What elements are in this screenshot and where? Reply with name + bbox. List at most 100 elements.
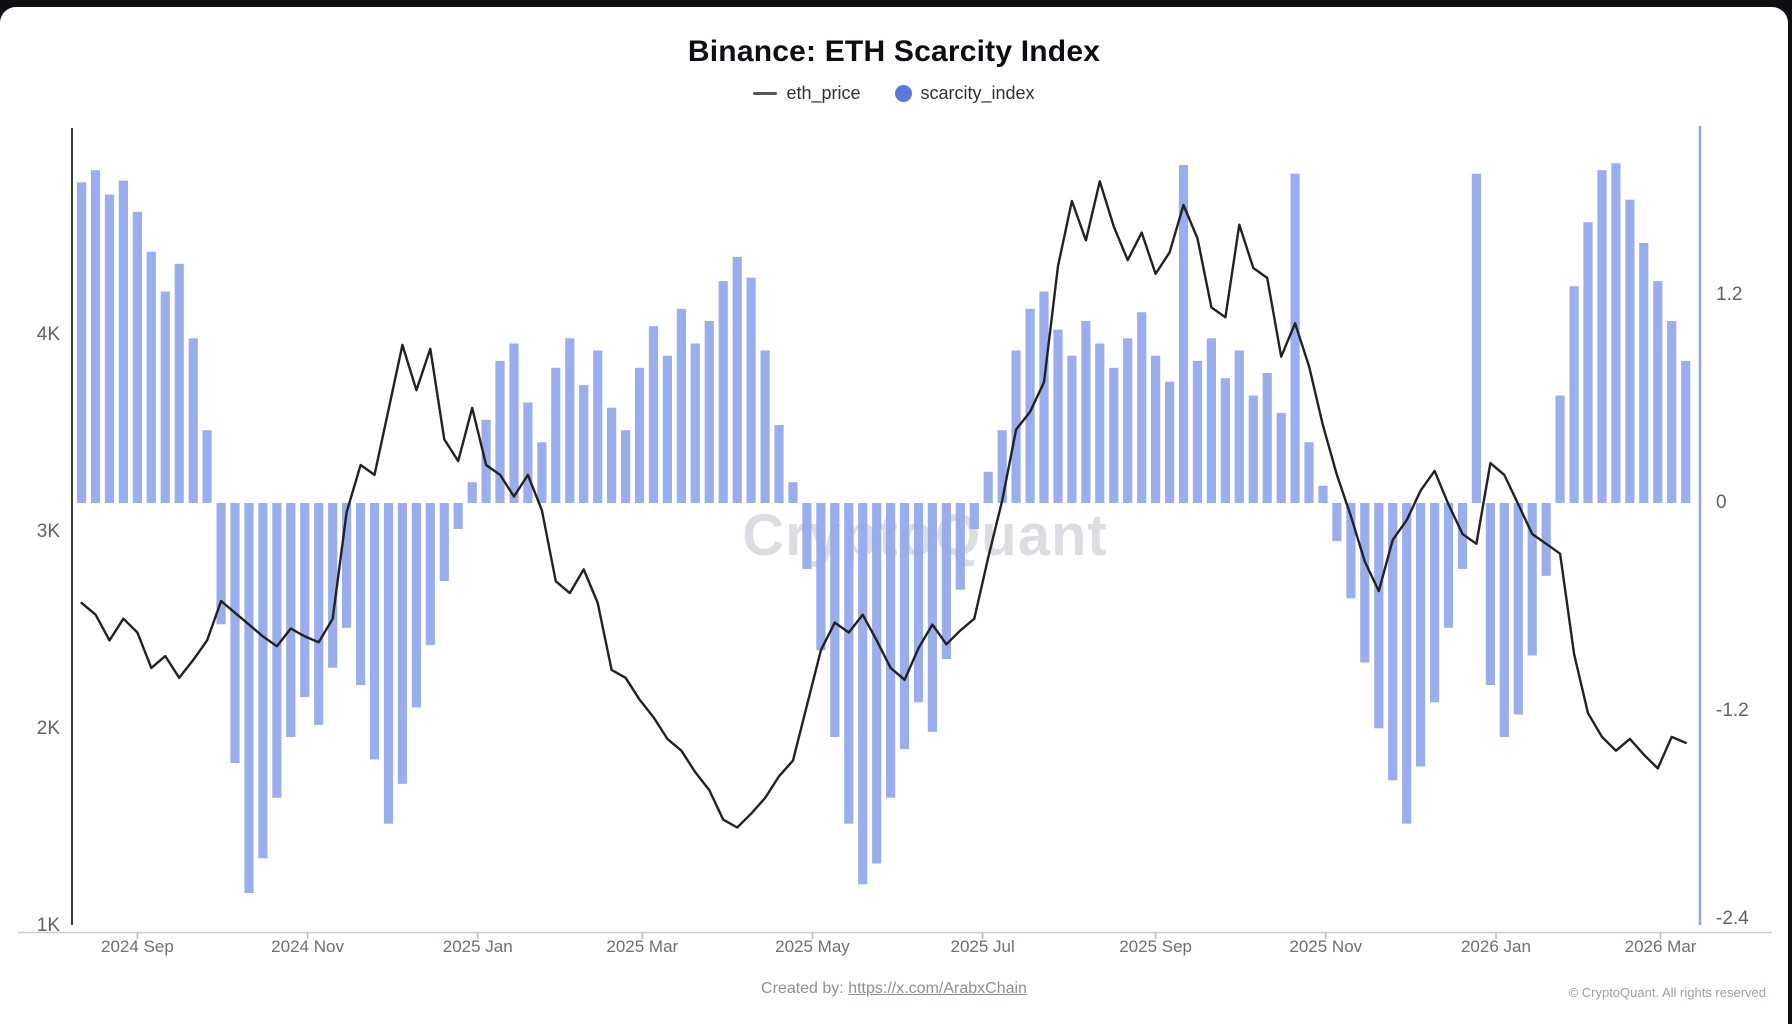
scarcity-bar[interactable] (593, 350, 603, 504)
scarcity-bar[interactable] (188, 338, 198, 503)
scarcity-bar[interactable] (1583, 222, 1593, 503)
scarcity-bar[interactable] (1220, 378, 1230, 503)
scarcity-bar[interactable] (1388, 503, 1398, 781)
scarcity-bar[interactable] (244, 503, 254, 893)
scarcity-bar[interactable] (286, 503, 296, 737)
scarcity-bar[interactable] (1625, 199, 1635, 503)
scarcity-bar[interactable] (1011, 350, 1021, 504)
scarcity-bar[interactable] (1360, 503, 1370, 663)
scarcity-bar[interactable] (941, 503, 951, 659)
scarcity-bar[interactable] (216, 503, 226, 625)
scarcity-bar[interactable] (913, 503, 924, 703)
scarcity-bar[interactable] (1681, 360, 1691, 503)
scarcity-bar[interactable] (467, 482, 477, 503)
scarcity-bar[interactable] (383, 503, 394, 824)
scarcity-bar[interactable] (816, 503, 826, 651)
scarcity-bar[interactable] (1374, 503, 1384, 729)
scarcity-bar[interactable] (1290, 173, 1300, 503)
legend-item-scarcity-index[interactable]: scarcity_index (894, 83, 1035, 104)
scarcity-bar[interactable] (1457, 503, 1468, 569)
scarcity-bar[interactable] (844, 503, 854, 824)
scarcity-bar[interactable] (1499, 503, 1509, 737)
scarcity-bar[interactable] (802, 503, 812, 569)
scarcity-bar[interactable] (258, 503, 268, 859)
scarcity-bar[interactable] (662, 355, 672, 503)
scarcity-bar[interactable] (1192, 360, 1203, 503)
scarcity-bar[interactable] (1513, 503, 1523, 715)
scarcity-bar[interactable] (1402, 503, 1412, 824)
scarcity-bar[interactable] (174, 263, 184, 503)
scarcity-bar[interactable] (1527, 503, 1537, 656)
scarcity-bar[interactable] (774, 425, 784, 503)
scarcity-bar[interactable] (927, 503, 937, 732)
scarcity-bar[interactable] (1276, 412, 1286, 503)
scarcity-bar[interactable] (788, 482, 798, 503)
scarcity-bar[interactable] (690, 343, 700, 504)
scarcity-bar[interactable] (899, 503, 910, 750)
scarcity-bar[interactable] (830, 503, 840, 737)
scarcity-bar[interactable] (1639, 243, 1649, 503)
scarcity-bar[interactable] (1471, 173, 1481, 503)
scarcity-bar[interactable] (1165, 381, 1175, 503)
scarcity-bar[interactable] (1262, 373, 1272, 503)
scarcity-bar[interactable] (77, 182, 87, 504)
scarcity-bar[interactable] (1318, 485, 1328, 503)
scarcity-bar[interactable] (579, 385, 589, 503)
scarcity-bar[interactable] (342, 503, 352, 628)
scarcity-bar[interactable] (1053, 329, 1063, 503)
scarcity-bar[interactable] (1667, 321, 1677, 503)
scarcity-bar[interactable] (453, 503, 463, 529)
scarcity-bar[interactable] (1234, 350, 1244, 504)
scarcity-bar[interactable] (718, 281, 728, 503)
scarcity-bar[interactable] (1569, 286, 1579, 503)
scarcity-bar[interactable] (1346, 503, 1356, 599)
scarcity-bar[interactable] (439, 503, 449, 581)
scarcity-bar[interactable] (1332, 503, 1342, 542)
scarcity-bar[interactable] (634, 367, 645, 503)
scarcity-bar[interactable] (537, 442, 547, 503)
scarcity-bar[interactable] (523, 402, 533, 504)
scarcity-bar[interactable] (1541, 503, 1551, 576)
scarcity-bar[interactable] (1039, 291, 1049, 504)
scarcity-bar[interactable] (90, 170, 101, 503)
scarcity-bar[interactable] (272, 503, 282, 798)
scarcity-bar[interactable] (356, 503, 366, 685)
scarcity-bar[interactable] (425, 503, 435, 646)
scarcity-bar[interactable] (1095, 343, 1105, 504)
scarcity-bar[interactable] (997, 430, 1007, 503)
scarcity-bar[interactable] (1555, 395, 1565, 504)
scarcity-bar[interactable] (1443, 503, 1454, 628)
scarcity-bar[interactable] (1430, 503, 1440, 703)
scarcity-bar[interactable] (328, 503, 338, 668)
scarcity-bar[interactable] (1611, 163, 1621, 504)
scarcity-bar[interactable] (621, 430, 631, 503)
scarcity-bar[interactable] (704, 321, 714, 503)
scarcity-bar[interactable] (607, 407, 617, 503)
scarcity-bar[interactable] (1067, 355, 1077, 503)
scarcity-bar[interactable] (760, 350, 770, 504)
scarcity-bar[interactable] (983, 471, 993, 503)
scarcity-bar[interactable] (118, 180, 128, 503)
scarcity-bar[interactable] (1123, 338, 1133, 503)
scarcity-bar[interactable] (858, 503, 868, 885)
created-by-link[interactable]: https://x.com/ArabxChain (848, 980, 1027, 997)
scarcity-bar[interactable] (104, 194, 115, 504)
scarcity-bar[interactable] (969, 503, 979, 529)
scarcity-bar[interactable] (369, 503, 380, 760)
scarcity-bar[interactable] (1109, 367, 1119, 503)
scarcity-bar[interactable] (1137, 312, 1147, 503)
scarcity-bar[interactable] (1206, 338, 1216, 503)
scarcity-bar[interactable] (411, 503, 421, 708)
scarcity-bar[interactable] (1081, 321, 1091, 503)
scarcity-bar[interactable] (676, 308, 686, 503)
scarcity-bar[interactable] (872, 503, 882, 864)
scarcity-bar[interactable] (1025, 308, 1035, 503)
chart-plot-area[interactable] (0, 7, 1788, 1024)
scarcity-bar[interactable] (746, 277, 756, 503)
scarcity-bar[interactable] (314, 503, 324, 725)
eth-price-line[interactable] (80, 180, 1687, 829)
scarcity-bar[interactable] (1416, 503, 1426, 767)
scarcity-bar[interactable] (1151, 355, 1161, 503)
scarcity-bar[interactable] (509, 343, 519, 504)
scarcity-bar[interactable] (495, 360, 505, 503)
